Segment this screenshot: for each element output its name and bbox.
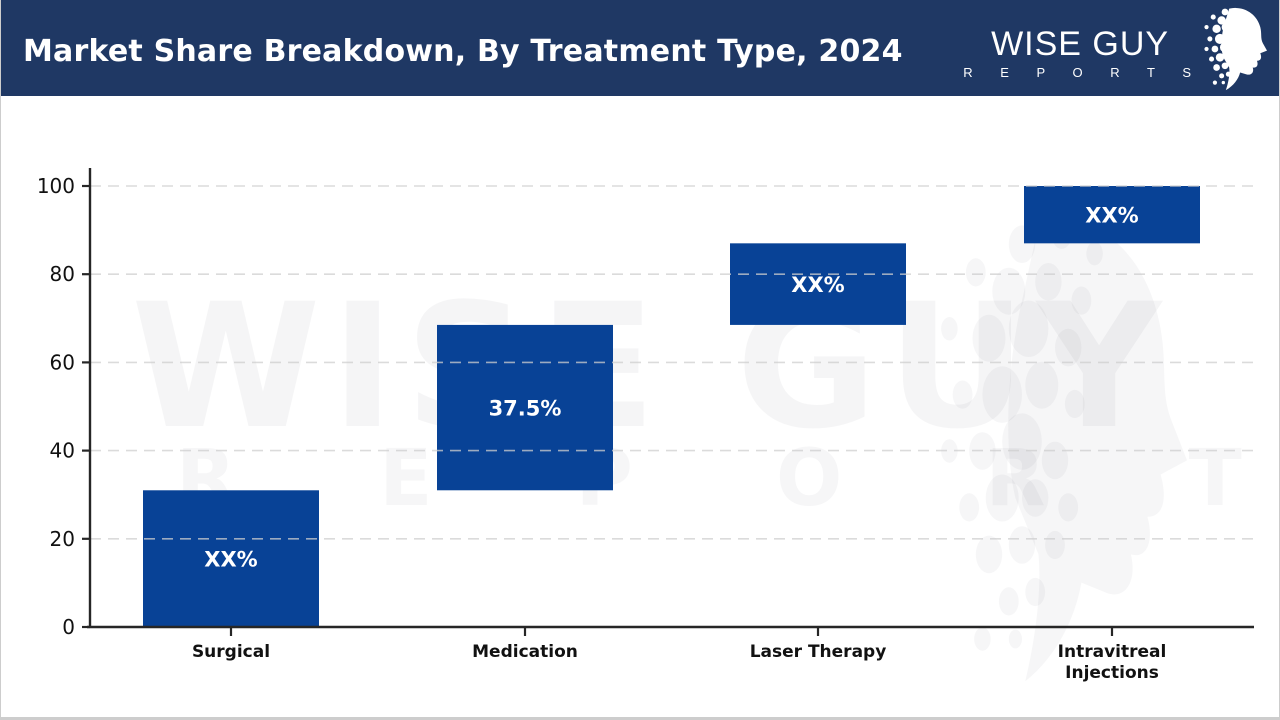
bar-intravitreal-injections — [1024, 186, 1200, 244]
bar-medication — [437, 324, 613, 491]
y-tick-label: 20 — [50, 527, 75, 551]
y-tick-label: 80 — [50, 262, 75, 286]
header-bar: Market Share Breakdown, By Treatment Typ… — [1, 0, 1279, 96]
y-tick-label: 100 — [37, 174, 75, 198]
x-category-label: Surgical — [192, 642, 270, 662]
bar-value-label: XX% — [204, 548, 257, 572]
bar-surgical — [143, 490, 319, 627]
x-category-label: Medication — [472, 642, 578, 662]
bar-laser-therapy — [730, 243, 906, 325]
x-category-label: Laser Therapy — [750, 642, 887, 662]
x-category-label: Intravitreal Injections — [1058, 642, 1167, 683]
logo-face-icon — [1204, 7, 1267, 91]
y-tick-label: 60 — [50, 350, 75, 374]
bar-value-label: XX% — [1085, 204, 1138, 228]
bar-value-label: XX% — [791, 273, 844, 297]
logo-reports-text: R E P O R T S — [963, 65, 1203, 80]
page-title: Market Share Breakdown, By Treatment Typ… — [23, 34, 903, 69]
y-tick-label: 0 — [62, 615, 75, 639]
bar-value-label: 37.5% — [489, 397, 562, 421]
logo-text: WISE GUY R E P O R T S — [957, 26, 1203, 82]
y-tick-label: 40 — [50, 439, 75, 463]
wise-guy-reports-logo: WISE GUY R E P O R T S — [963, 4, 1267, 94]
logo-wordmark: WISE GUY — [991, 25, 1170, 63]
